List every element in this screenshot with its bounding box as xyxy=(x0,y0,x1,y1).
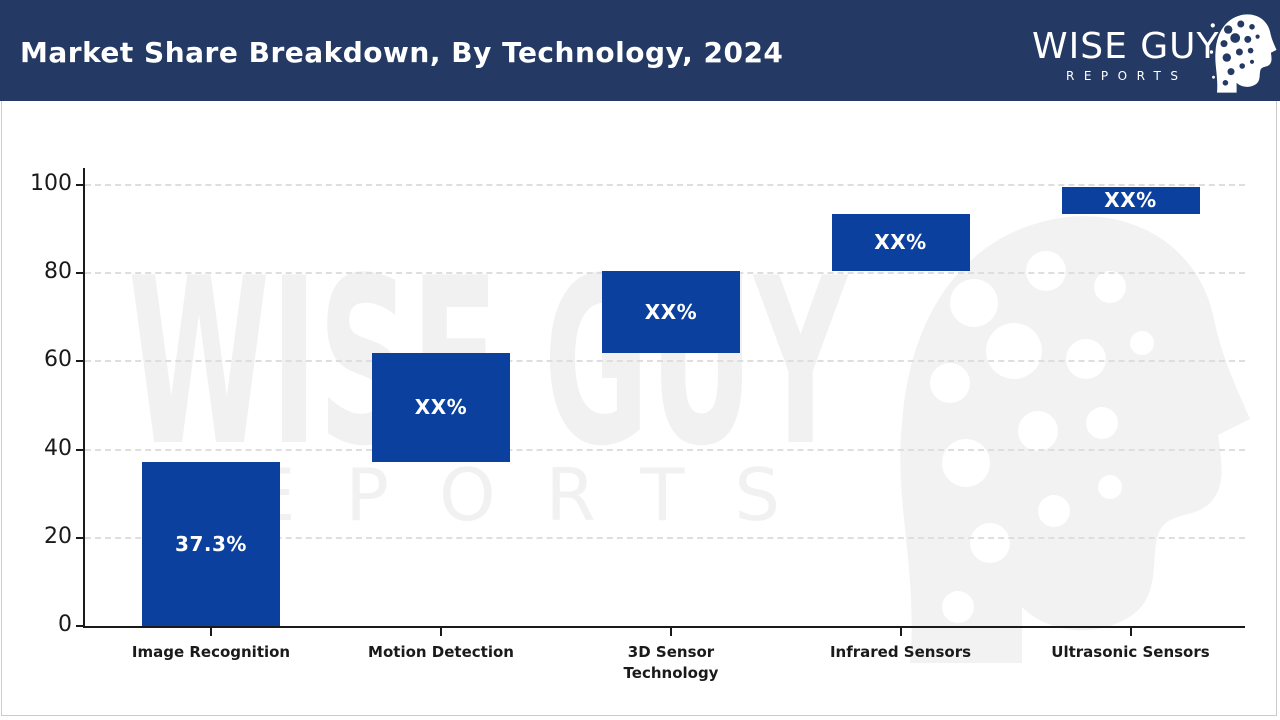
y-tick-80 xyxy=(76,272,85,275)
bar-2: XX% xyxy=(602,270,740,353)
y-tick-label-100: 100 xyxy=(30,171,72,196)
gridline-20 xyxy=(85,536,1245,539)
x-tick-0 xyxy=(210,628,212,636)
y-tick-label-40: 40 xyxy=(44,435,72,461)
logo-wordmark: WISE GUY xyxy=(1032,26,1220,67)
x-tick-1 xyxy=(440,628,442,636)
bar-value-label-2: XX% xyxy=(644,299,698,324)
y-tick-label-0: 0 xyxy=(58,612,72,637)
page-title: Market Share Breakdown, By Technology, 2… xyxy=(20,36,784,69)
x-tick-2 xyxy=(670,628,672,636)
x-tick-3 xyxy=(899,628,902,636)
bar-value-label-4: XX% xyxy=(1104,188,1157,213)
category-label-3: Infrared Sensors xyxy=(829,643,972,661)
watermark-head-icon xyxy=(900,216,1250,663)
y-tick-20 xyxy=(76,536,85,539)
logo-subtext: REPORTS xyxy=(1065,69,1188,83)
bar-0: 37.3% xyxy=(142,461,280,626)
gridline-60 xyxy=(85,360,1245,363)
y-tick-100 xyxy=(76,184,85,186)
category-label-4: Ultrasonic Sensors xyxy=(1051,643,1210,661)
category-label-1: Motion Detection xyxy=(368,643,514,661)
gridline-100 xyxy=(85,184,1245,186)
y-axis-spine xyxy=(83,168,85,628)
bar-3: XX% xyxy=(831,213,970,271)
x-axis-spine xyxy=(83,626,1245,628)
y-tick-label-60: 60 xyxy=(44,347,72,373)
category-label-0: Image Recognition xyxy=(131,643,291,661)
x-tick-4 xyxy=(1129,628,1132,636)
y-tick-0 xyxy=(76,625,85,627)
bar-1: XX% xyxy=(372,352,510,462)
bar-value-label-0: 37.3% xyxy=(175,531,247,556)
y-tick-40 xyxy=(76,448,85,451)
y-tick-60 xyxy=(76,360,85,363)
bar-value-label-3: XX% xyxy=(874,230,927,255)
y-tick-label-20: 20 xyxy=(44,523,72,549)
bar-value-label-1: XX% xyxy=(414,395,468,420)
category-label-2: 3D Sensor Technology xyxy=(623,643,719,682)
logo-text: WISE GUY REPORTS xyxy=(1032,26,1220,83)
gridline-40 xyxy=(85,448,1245,451)
head-profile-icon xyxy=(1210,14,1277,93)
header: Market Share Breakdown, By Technology, 2… xyxy=(0,0,1280,101)
wiseguy-logo: WISE GUY REPORTS xyxy=(1032,8,1277,96)
y-tick-label-80: 80 xyxy=(44,259,72,285)
bar-4: XX% xyxy=(1061,187,1200,214)
